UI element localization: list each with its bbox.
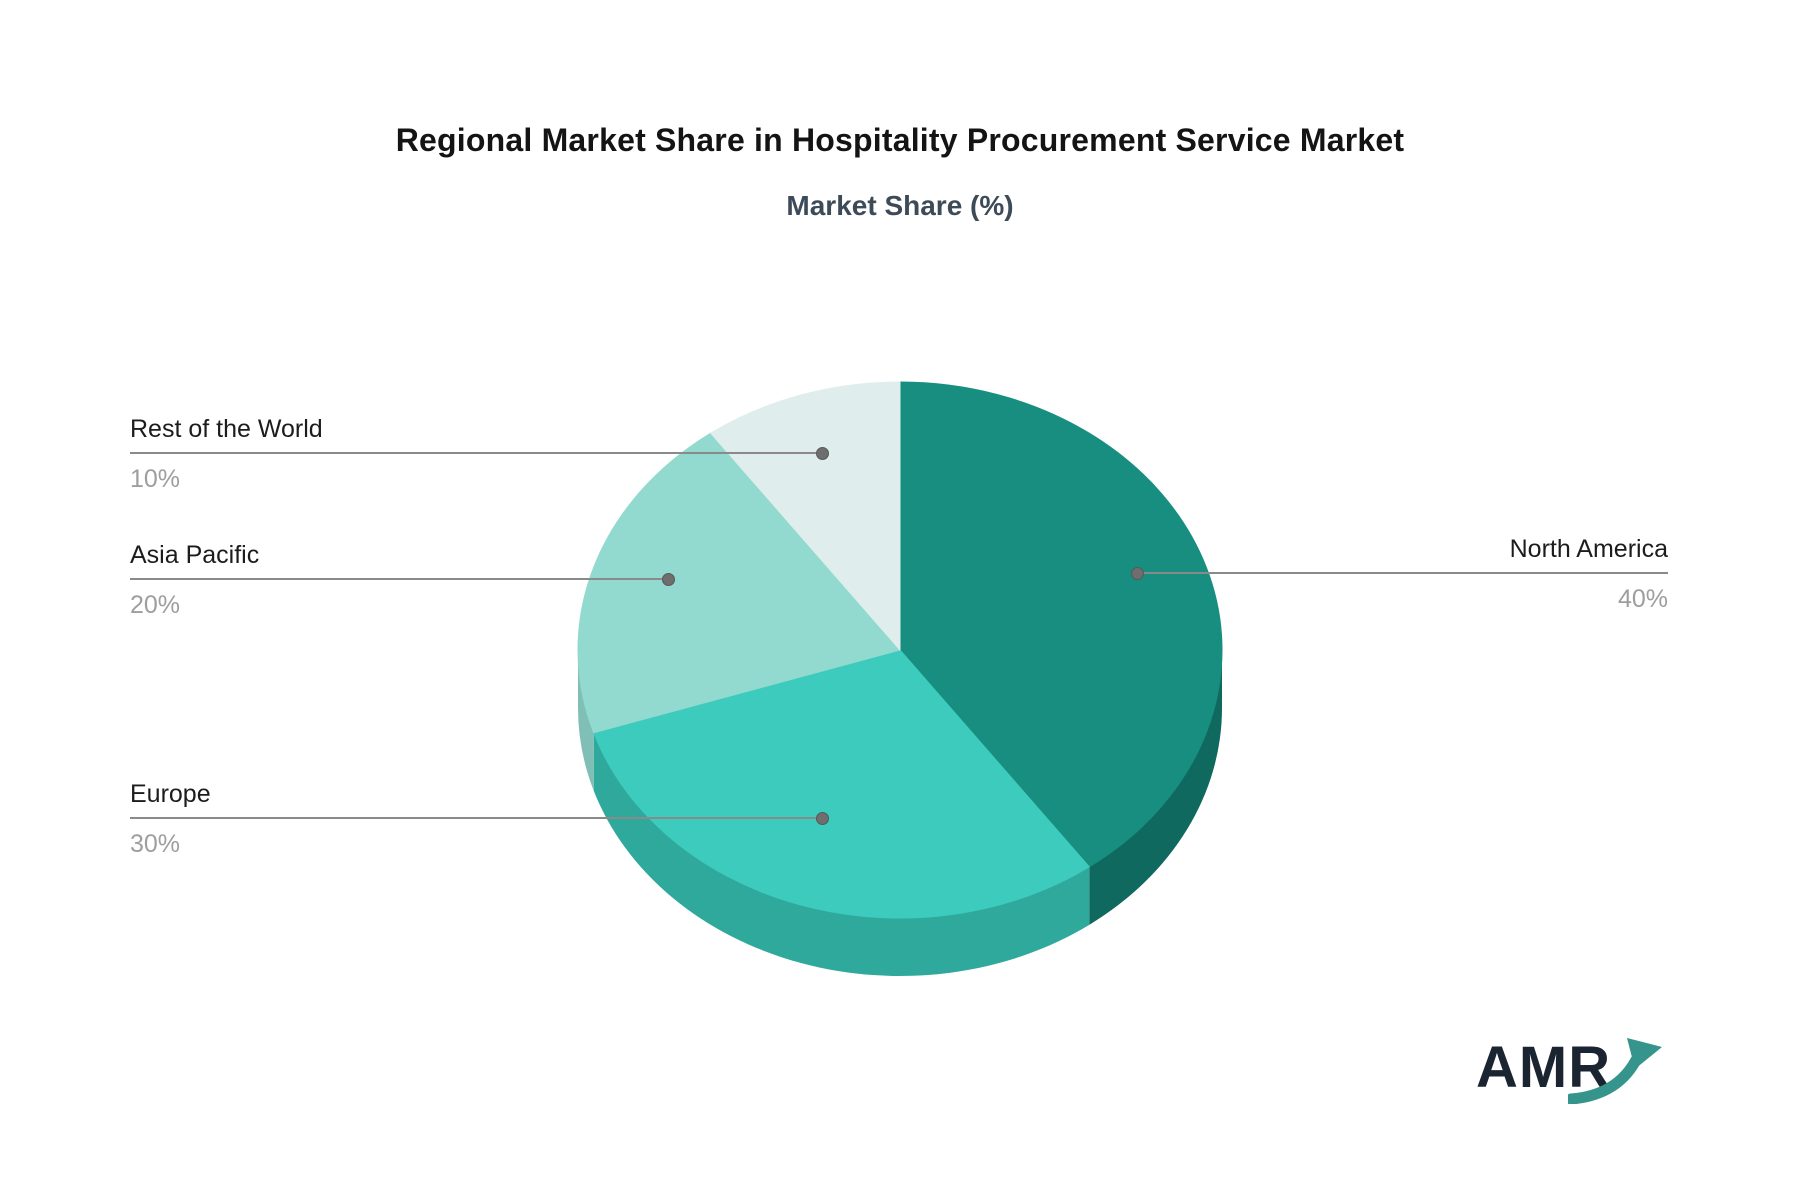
callout-europe-line [130, 812, 829, 825]
amr-logo: AMR [1476, 1034, 1686, 1118]
pie-slice-side-north-america [1089, 650, 1222, 925]
callout-north-america: North America 40% [1131, 534, 1668, 614]
pie-slices [577, 381, 1223, 919]
pie-3d-sides [578, 650, 1222, 977]
callout-north-america-line [1131, 567, 1668, 580]
callout-asia-pacific-dot [662, 573, 675, 586]
pie-slice-north-america [899, 381, 1223, 868]
callout-europe: Europe 30% [130, 779, 829, 859]
callout-asia-pacific-percent: 20% [130, 591, 181, 619]
chart-title: Regional Market Share in Hospitality Pro… [395, 122, 1405, 158]
callout-north-america-dot [1131, 567, 1144, 580]
chart-subtitle: Market Share (%) [786, 190, 1014, 221]
pie-slice-asia-pacific [577, 432, 901, 734]
callout-rest-of-the-world-dot [816, 447, 829, 460]
amr-logo-arrow-icon [1568, 1038, 1662, 1104]
pie-slice-side-europe [593, 732, 1090, 977]
callout-rest-of-the-world: Rest of the World 10% [130, 414, 829, 494]
callout-north-america-percent: 40% [1617, 585, 1668, 613]
pie-slice-europe [593, 649, 1090, 919]
callout-asia-pacific: Asia Pacific 20% [130, 540, 675, 620]
callout-europe-percent: 30% [130, 830, 181, 858]
amr-logo-text: AMR [1476, 1035, 1612, 1100]
callout-asia-pacific-line [130, 573, 675, 586]
callout-rest-of-the-world-line [130, 447, 829, 460]
callout-europe-dot [816, 812, 829, 825]
callout-north-america-label: North America [1509, 535, 1668, 563]
pie-slice-side-asia-pacific [578, 650, 594, 791]
callout-europe-label: Europe [130, 780, 211, 808]
callout-asia-pacific-label: Asia Pacific [130, 541, 260, 569]
pie-slice-rest-of-the-world [710, 381, 901, 651]
callout-rest-of-the-world-percent: 10% [130, 465, 181, 493]
callout-rest-of-the-world-label: Rest of the World [130, 415, 323, 443]
